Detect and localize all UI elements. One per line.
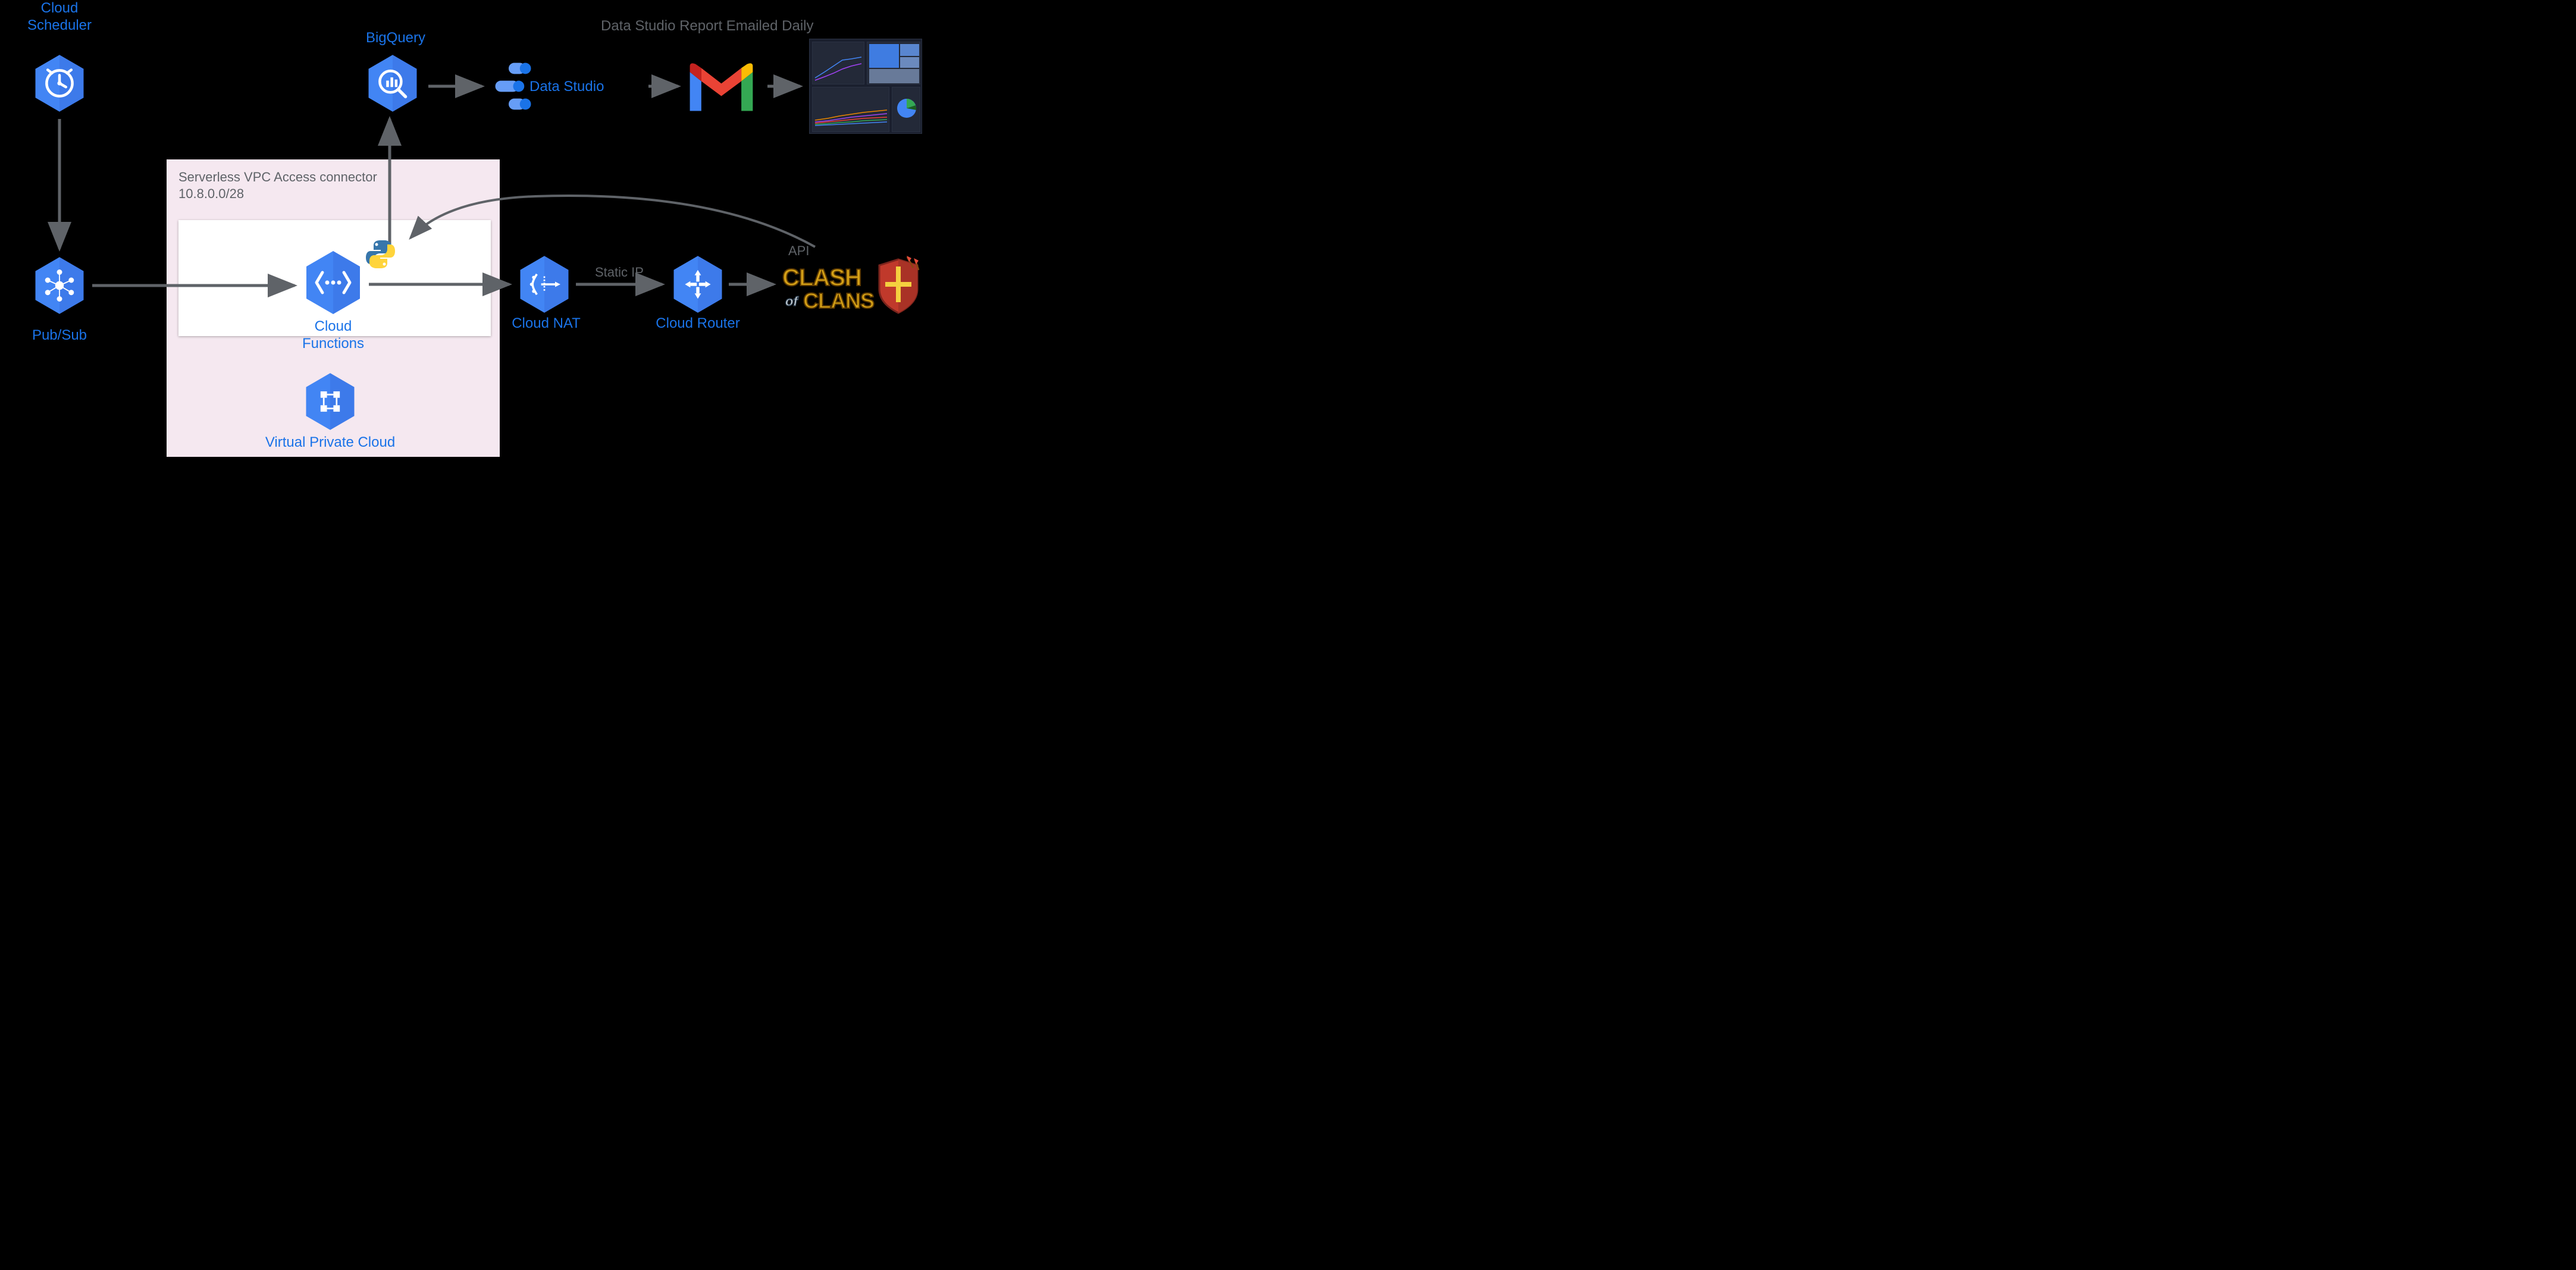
static-ip-label: Static IP (595, 265, 644, 280)
vpc-title-line1: Serverless VPC Access connector (178, 170, 377, 185)
vpc-label: Virtual Private Cloud (235, 434, 425, 451)
report-title: Data Studio Report Emailed Daily (601, 18, 814, 35)
svg-text:CLASH: CLASH (782, 265, 861, 291)
data-studio-label: Data Studio (529, 79, 637, 96)
bigquery-label: BigQuery (336, 30, 455, 47)
cloud-functions-label: Cloud Functions (274, 318, 393, 353)
pubsub-label: Pub/Sub (0, 327, 119, 344)
cloud-nat-label: Cloud NAT (499, 315, 594, 333)
cloud-scheduler-label: Cloud Scheduler (0, 0, 119, 35)
vpc-title-line2: 10.8.0.0/28 (178, 186, 244, 202)
bigquery-icon (366, 54, 419, 113)
dashboard-thumbnail (809, 39, 922, 134)
cloud-nat-icon (518, 255, 571, 314)
clash-of-clans-logo: CLASH of CLANS (779, 256, 922, 315)
svg-text:CLANS: CLANS (803, 289, 874, 313)
cloud-router-icon (671, 255, 725, 314)
vpc-icon (303, 372, 357, 431)
python-icon (364, 238, 397, 271)
cloud-functions-icon (303, 250, 363, 315)
svg-text:of: of (785, 294, 799, 309)
cloud-scheduler-icon (33, 54, 86, 113)
data-studio-icon (491, 59, 535, 113)
cloud-router-label: Cloud Router (644, 315, 751, 333)
gmail-icon (684, 59, 759, 116)
pubsub-icon (33, 256, 86, 315)
